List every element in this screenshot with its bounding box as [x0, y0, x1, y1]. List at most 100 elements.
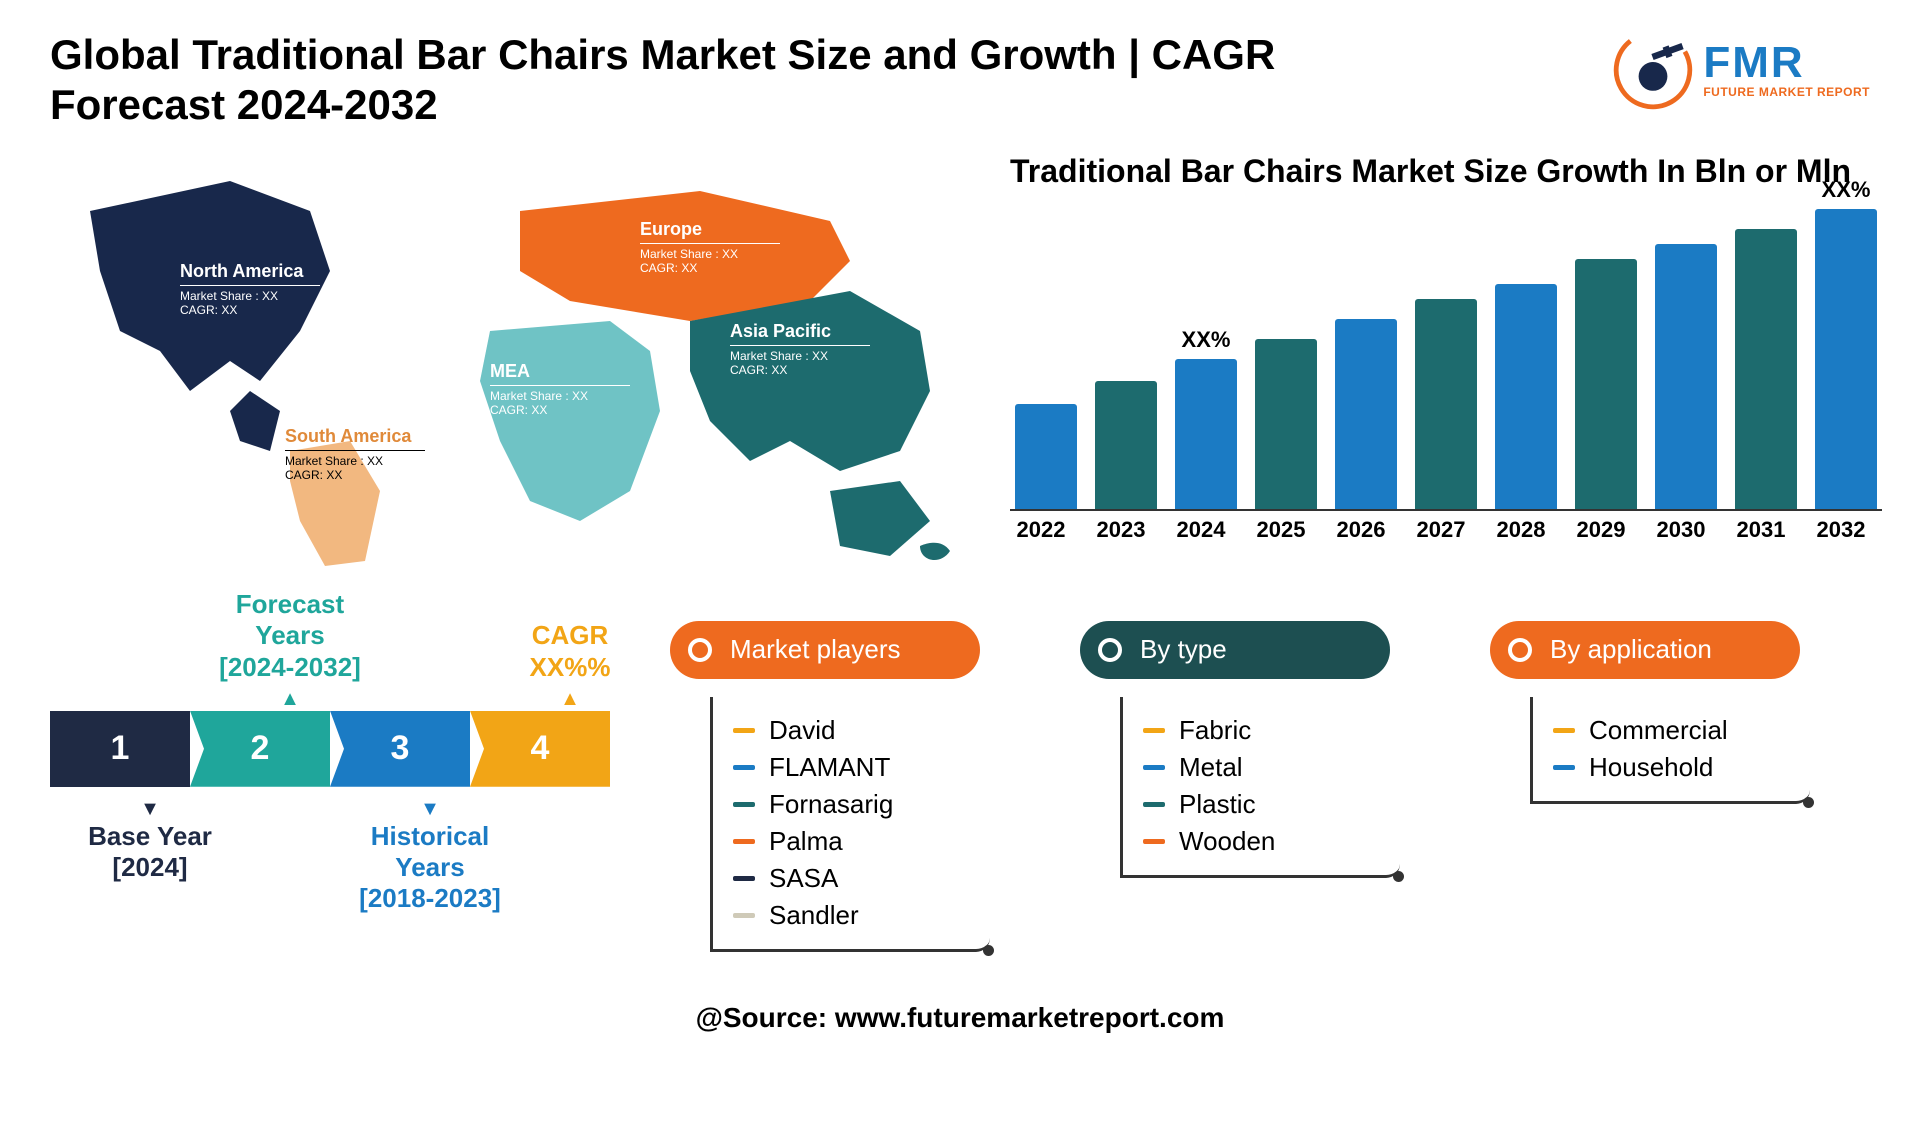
chart-title: Traditional Bar Chairs Market Size Growt…: [1010, 151, 1882, 191]
chart-bar: [1095, 381, 1157, 509]
color-swatch-icon: [733, 876, 755, 881]
category-block: By applicationCommercialHousehold: [1490, 621, 1870, 952]
category-block: By type Fabric Metal Plastic Wooden: [1080, 621, 1460, 952]
bullet-icon: [1508, 638, 1532, 662]
list-item-label: Metal: [1179, 752, 1243, 783]
logo-icon: [1613, 30, 1693, 110]
region-share-na: Market Share : XX: [180, 289, 320, 303]
bar-annotation: XX%: [1822, 177, 1871, 203]
x-axis-label: 2032: [1810, 517, 1872, 543]
color-swatch-icon: [733, 802, 755, 807]
list-item: Fornasarig: [733, 789, 990, 820]
region-name-mea: MEA: [490, 361, 630, 382]
bar: [1575, 259, 1637, 509]
timeline-segment: 2: [190, 711, 330, 787]
timeline-segment: 4: [470, 711, 610, 787]
region-share-eu: Market Share : XX: [640, 247, 780, 261]
color-swatch-icon: [1553, 765, 1575, 770]
x-axis-label: 2027: [1410, 517, 1472, 543]
category-title: Market players: [730, 634, 901, 665]
list-item: Metal: [1143, 752, 1400, 783]
bar: [1015, 404, 1077, 509]
chart-bar: [1495, 284, 1557, 509]
region-cagr-eu: CAGR: XX: [640, 261, 780, 275]
timeline-segment: 3: [330, 711, 470, 787]
bar: [1335, 319, 1397, 509]
source-attribution: @Source: www.futuremarketreport.com: [50, 1002, 1870, 1034]
list-item-label: Household: [1589, 752, 1713, 783]
region-cagr-na: CAGR: XX: [180, 303, 320, 317]
category-pill: By type: [1080, 621, 1390, 679]
list-item-label: David: [769, 715, 835, 746]
list-item-label: Wooden: [1179, 826, 1275, 857]
category-pill: Market players: [670, 621, 980, 679]
color-swatch-icon: [733, 728, 755, 733]
list-item-label: SASA: [769, 863, 838, 894]
list-item: Household: [1553, 752, 1810, 783]
bar: [1095, 381, 1157, 509]
region-name-na: North America: [180, 261, 320, 282]
chart-bar: [1735, 229, 1797, 509]
category-title: By type: [1140, 634, 1227, 665]
bar: [1495, 284, 1557, 509]
x-axis-label: 2022: [1010, 517, 1072, 543]
list-item-label: Sandler: [769, 900, 859, 931]
bar: [1815, 209, 1877, 509]
category-list: Fabric Metal Plastic Wooden: [1120, 697, 1400, 878]
color-swatch-icon: [733, 765, 755, 770]
chart-bar: XX%: [1815, 209, 1877, 509]
list-item-label: FLAMANT: [769, 752, 890, 783]
x-axis-label: 2031: [1730, 517, 1792, 543]
chart-bar: XX%: [1175, 359, 1237, 509]
logo-text-main: FMR: [1703, 41, 1870, 85]
color-swatch-icon: [1143, 839, 1165, 844]
category-block: Market players David FLAMANT Fornasarig Palm…: [670, 621, 1050, 952]
x-axis-label: 2024: [1170, 517, 1232, 543]
region-cagr-mea: CAGR: XX: [490, 403, 630, 417]
list-item: Wooden: [1143, 826, 1400, 857]
bar-annotation: XX%: [1182, 327, 1231, 353]
x-axis-label: 2026: [1330, 517, 1392, 543]
brand-logo: FMR FUTURE MARKET REPORT: [1613, 30, 1870, 110]
list-item-label: Fornasarig: [769, 789, 893, 820]
logo-text-sub: FUTURE MARKET REPORT: [1703, 85, 1870, 99]
region-name-eu: Europe: [640, 219, 780, 240]
x-axis-label: 2025: [1250, 517, 1312, 543]
region-share-ap: Market Share : XX: [730, 349, 870, 363]
timeline-label: ▼Base Year[2024]: [60, 793, 240, 883]
timeline-label: ▼Historical Years[2018-2023]: [340, 793, 520, 915]
chart-bar: [1575, 259, 1637, 509]
x-axis-label: 2023: [1090, 517, 1152, 543]
chart-bar: [1335, 319, 1397, 509]
list-item: SASA: [733, 863, 990, 894]
color-swatch-icon: [1143, 765, 1165, 770]
region-share-mea: Market Share : XX: [490, 389, 630, 403]
bullet-icon: [688, 638, 712, 662]
list-item: Plastic: [1143, 789, 1400, 820]
list-item-label: Plastic: [1179, 789, 1256, 820]
list-item: FLAMANT: [733, 752, 990, 783]
color-swatch-icon: [1143, 728, 1165, 733]
color-swatch-icon: [1553, 728, 1575, 733]
timeline-segment: 1: [50, 711, 190, 787]
list-item-label: Fabric: [1179, 715, 1251, 746]
list-item: David: [733, 715, 990, 746]
growth-bar-chart: Traditional Bar Chairs Market Size Growt…: [1010, 151, 1882, 571]
bar: [1735, 229, 1797, 509]
color-swatch-icon: [733, 913, 755, 918]
chart-bar: [1015, 404, 1077, 509]
list-item: Palma: [733, 826, 990, 857]
region-name-sa: South America: [285, 426, 425, 447]
list-item-label: Commercial: [1589, 715, 1728, 746]
region-name-ap: Asia Pacific: [730, 321, 870, 342]
x-axis-label: 2029: [1570, 517, 1632, 543]
x-axis-label: 2028: [1490, 517, 1552, 543]
x-axis-label: 2030: [1650, 517, 1712, 543]
chart-bar: [1255, 339, 1317, 509]
bar: [1175, 359, 1237, 509]
chart-bar: [1415, 299, 1477, 509]
timeline-label: Forecast Years[2024-2032]▲: [200, 589, 380, 711]
region-cagr-ap: CAGR: XX: [730, 363, 870, 377]
timeline-label: CAGRXX%%▲: [480, 620, 660, 710]
world-map: North America Market Share : XX CAGR: XX…: [50, 151, 970, 571]
